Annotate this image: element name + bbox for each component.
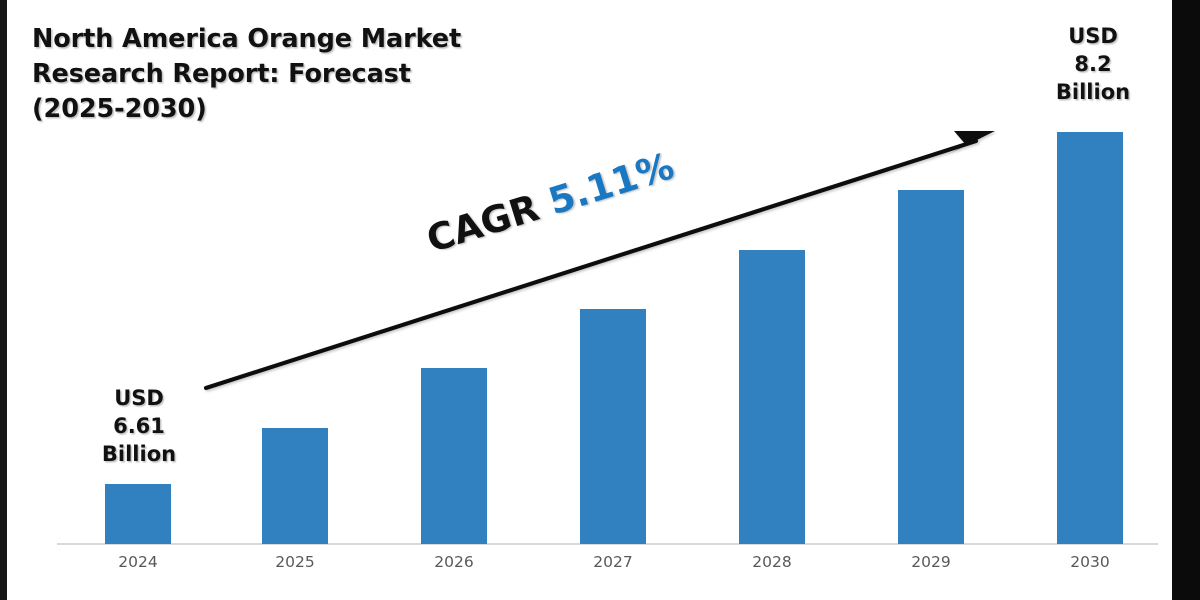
callout-start-value: USD 6.61 Billion <box>101 386 177 467</box>
cagr-value: 5.11% <box>543 144 679 224</box>
x-tick-2028: 2028 <box>752 553 792 571</box>
right-border-accent <box>1172 0 1200 600</box>
bar-2026 <box>421 368 487 544</box>
x-tick-2029: 2029 <box>911 553 951 571</box>
page-title: North America Orange Market Research Rep… <box>32 24 462 125</box>
bar-2024 <box>105 484 171 544</box>
bar-2027 <box>580 309 646 544</box>
callout-end-value: USD 8.2 Billion <box>1055 24 1131 105</box>
x-tick-2024: 2024 <box>118 553 158 571</box>
bar-2025 <box>262 428 328 544</box>
x-tick-2030: 2030 <box>1070 553 1110 571</box>
bar-2029 <box>898 190 964 544</box>
x-tick-2027: 2027 <box>593 553 633 571</box>
left-border-accent <box>0 0 7 600</box>
x-tick-2026: 2026 <box>434 553 474 571</box>
cagr-word: CAGR <box>421 186 544 262</box>
cagr-label: CAGR 5.11% <box>422 144 679 261</box>
bar-2030 <box>1057 132 1123 544</box>
x-tick-2025: 2025 <box>275 553 315 571</box>
bar-2028 <box>739 250 805 544</box>
plot-area: 2024 2025 2026 2027 2028 2029 2030 CAGR … <box>57 24 1158 571</box>
